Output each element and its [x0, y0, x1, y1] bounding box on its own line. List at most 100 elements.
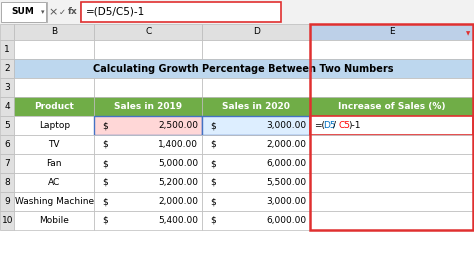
Bar [202, 211, 310, 230]
Text: 5,200.00: 5,200.00 [158, 178, 198, 187]
Text: 2: 2 [5, 64, 10, 73]
Text: 5,000.00: 5,000.00 [158, 159, 198, 168]
Bar [94, 24, 202, 40]
Bar [1, 2, 46, 22]
Bar [14, 24, 94, 40]
Bar [202, 40, 310, 59]
Bar [202, 24, 310, 40]
Text: 9: 9 [4, 197, 10, 206]
Text: 6: 6 [4, 140, 10, 149]
Bar [0, 78, 14, 97]
Text: 3,000.00: 3,000.00 [266, 121, 306, 130]
Bar [310, 24, 473, 230]
Bar [94, 154, 202, 173]
Text: $: $ [210, 216, 216, 225]
Text: D5: D5 [323, 121, 336, 130]
Bar [0, 135, 14, 154]
Text: Sales in 2020: Sales in 2020 [222, 102, 290, 111]
Bar [0, 97, 14, 116]
Bar [0, 192, 14, 211]
Bar [81, 2, 281, 22]
Bar [14, 97, 94, 116]
Bar [310, 211, 473, 230]
Bar [202, 97, 310, 116]
Bar [310, 97, 473, 116]
Bar [94, 78, 202, 97]
Bar [94, 192, 202, 211]
Text: fx: fx [67, 8, 77, 17]
Text: $: $ [102, 140, 108, 149]
Text: $: $ [210, 178, 216, 187]
Text: 2,000.00: 2,000.00 [266, 140, 306, 149]
Text: )-1: )-1 [348, 121, 361, 130]
Text: 10: 10 [1, 216, 13, 225]
Bar [202, 192, 310, 211]
Text: Calculating Growth Percentage Between Two Numbers: Calculating Growth Percentage Between Tw… [93, 64, 394, 73]
Bar [0, 0, 474, 24]
Text: ▼: ▼ [466, 31, 470, 37]
Text: 7: 7 [4, 159, 10, 168]
Text: 4: 4 [5, 102, 10, 111]
Bar [0, 24, 14, 40]
Text: 5,400.00: 5,400.00 [158, 216, 198, 225]
Text: 8: 8 [4, 178, 10, 187]
Text: AC: AC [48, 178, 60, 187]
Text: $: $ [210, 121, 216, 130]
Bar [14, 192, 94, 211]
Text: 1: 1 [4, 45, 10, 54]
Text: ×: × [49, 7, 58, 17]
Bar [94, 211, 202, 230]
Text: ✓: ✓ [59, 8, 66, 17]
Text: =(: =( [314, 121, 325, 130]
Bar [14, 211, 94, 230]
Bar [14, 78, 94, 97]
Bar [94, 173, 202, 192]
Text: exceldemy: exceldemy [221, 141, 259, 148]
Bar [310, 135, 473, 154]
Bar [0, 154, 14, 173]
Bar [14, 40, 94, 59]
Bar [14, 59, 473, 78]
Text: $: $ [210, 197, 216, 206]
Text: $: $ [210, 159, 216, 168]
Text: 5: 5 [4, 121, 10, 130]
Text: E: E [389, 27, 394, 37]
Text: Washing Machine: Washing Machine [15, 197, 94, 206]
Text: Fan: Fan [46, 159, 62, 168]
Bar [94, 97, 202, 116]
Text: 3: 3 [4, 83, 10, 92]
Bar [14, 154, 94, 173]
Text: B: B [51, 27, 57, 37]
Text: TV: TV [48, 140, 60, 149]
Bar [14, 135, 94, 154]
Text: Laptop: Laptop [39, 121, 70, 130]
Text: $: $ [102, 121, 108, 130]
Text: =(D5/C5)-1: =(D5/C5)-1 [86, 7, 146, 17]
Text: 1,400.00: 1,400.00 [158, 140, 198, 149]
Text: 2,500.00: 2,500.00 [158, 121, 198, 130]
Text: /: / [333, 121, 336, 130]
Bar [202, 135, 310, 154]
Text: $: $ [102, 216, 108, 225]
Bar [310, 116, 473, 135]
Bar [14, 116, 94, 135]
Bar [94, 135, 202, 154]
Bar [310, 24, 473, 40]
Bar [202, 116, 310, 135]
Text: 3,000.00: 3,000.00 [266, 197, 306, 206]
Bar [0, 59, 14, 78]
Text: C: C [145, 27, 151, 37]
Text: 6,000.00: 6,000.00 [266, 216, 306, 225]
Text: $: $ [210, 140, 216, 149]
Bar [0, 173, 14, 192]
Bar [310, 192, 473, 211]
Bar [310, 78, 473, 97]
Text: $: $ [102, 159, 108, 168]
Text: SUM: SUM [12, 8, 35, 17]
Text: Sales in 2019: Sales in 2019 [114, 102, 182, 111]
Text: D: D [253, 27, 260, 37]
Text: 5,500.00: 5,500.00 [266, 178, 306, 187]
Bar [310, 154, 473, 173]
Text: $: $ [102, 178, 108, 187]
Text: C5: C5 [338, 121, 350, 130]
